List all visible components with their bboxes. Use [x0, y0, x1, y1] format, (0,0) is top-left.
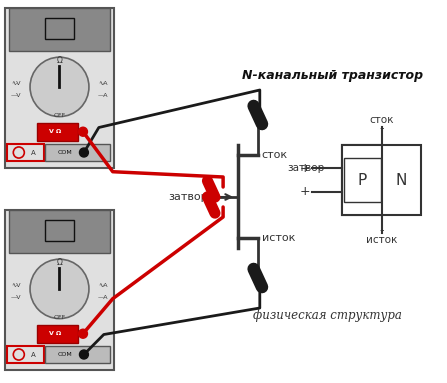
Text: ∿V: ∿V — [11, 283, 21, 288]
Text: затвор: затвор — [287, 163, 325, 173]
Bar — [7, 346, 44, 363]
Bar — [45, 346, 110, 363]
Text: —V: —V — [11, 93, 21, 98]
Text: OFF: OFF — [53, 314, 66, 319]
Circle shape — [30, 57, 89, 116]
Text: N: N — [396, 172, 407, 188]
Circle shape — [13, 147, 24, 158]
Text: исток: исток — [262, 233, 295, 243]
Bar — [7, 144, 44, 161]
Text: N-канальный транзистор: N-канальный транзистор — [242, 69, 423, 82]
Text: +: + — [300, 162, 310, 175]
Circle shape — [13, 349, 24, 360]
Bar — [45, 144, 110, 161]
Text: COM: COM — [57, 352, 72, 357]
Bar — [342, 145, 382, 215]
Bar — [5, 8, 114, 168]
Bar — [9, 8, 110, 51]
Text: ∿V: ∿V — [11, 82, 21, 87]
Bar — [9, 210, 110, 253]
Text: OFF: OFF — [53, 113, 66, 118]
Bar — [37, 123, 78, 141]
Text: COM: COM — [57, 150, 72, 155]
Text: A: A — [31, 352, 36, 357]
Text: Ω: Ω — [57, 258, 63, 267]
Text: Ω: Ω — [57, 56, 63, 65]
Bar — [45, 219, 74, 241]
Circle shape — [80, 350, 89, 359]
Circle shape — [79, 329, 88, 338]
Text: ∿A: ∿A — [98, 283, 108, 288]
Bar — [5, 210, 114, 370]
Text: физическая структура: физическая структура — [253, 308, 402, 321]
Circle shape — [79, 127, 88, 136]
Circle shape — [80, 148, 89, 157]
Text: -: - — [380, 122, 384, 135]
Text: -: - — [380, 224, 384, 237]
Text: —A: —A — [98, 93, 108, 98]
Bar — [37, 325, 78, 343]
Text: V Ω: V Ω — [49, 331, 61, 336]
Text: A: A — [31, 149, 36, 155]
Text: сток: сток — [262, 150, 288, 160]
Bar — [45, 18, 74, 39]
Bar — [344, 157, 380, 202]
Text: +: + — [300, 185, 310, 198]
Text: —V: —V — [11, 295, 21, 300]
Text: затвор: затвор — [169, 192, 208, 202]
Text: —A: —A — [98, 295, 108, 300]
Text: исток: исток — [366, 235, 397, 245]
Bar — [342, 145, 422, 215]
Text: ∿A: ∿A — [98, 82, 108, 87]
Text: V Ω: V Ω — [49, 129, 61, 134]
Text: сток: сток — [370, 115, 394, 125]
Circle shape — [30, 259, 89, 319]
Text: P: P — [357, 172, 367, 188]
